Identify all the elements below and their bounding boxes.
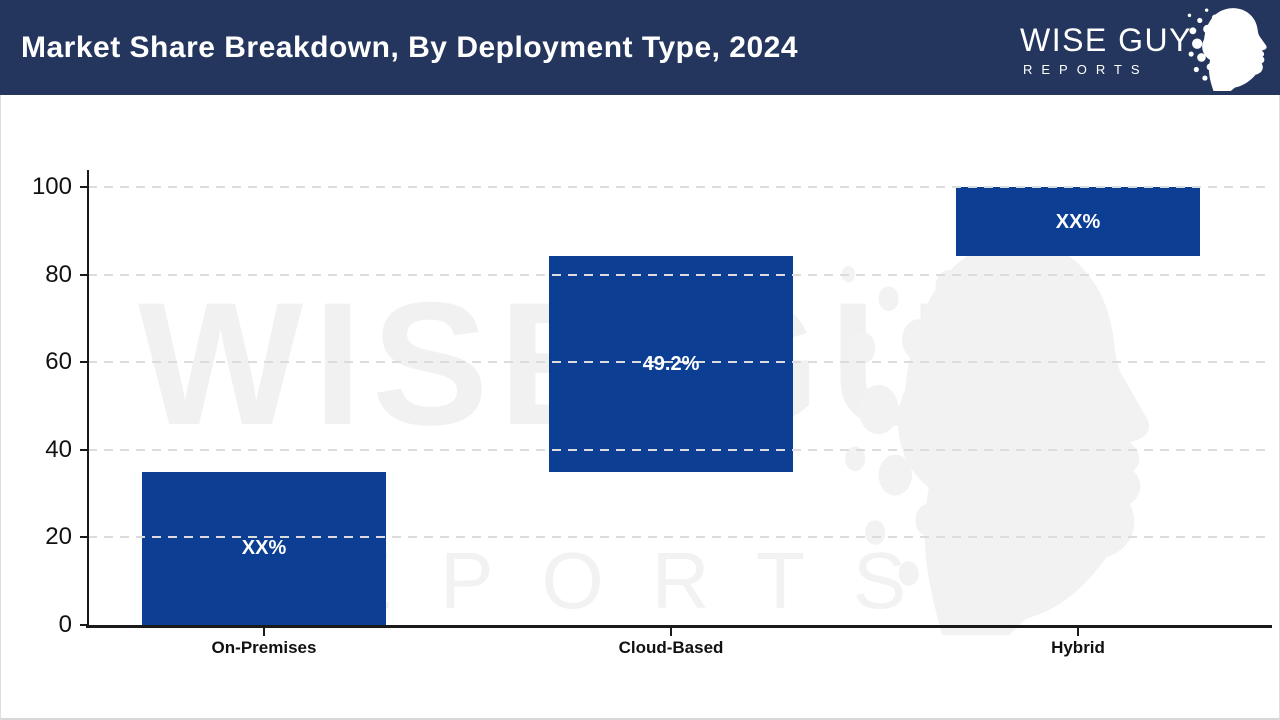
y-axis-line bbox=[87, 170, 89, 628]
x-axis-tick bbox=[1077, 628, 1079, 636]
y-tick-label: 80 bbox=[45, 260, 72, 288]
bar-cloud-based bbox=[549, 256, 793, 472]
bar-value-label: XX% bbox=[241, 537, 287, 560]
brand-logo: WISE GUY REPORTS bbox=[1020, 5, 1272, 91]
bottom-border-line bbox=[0, 718, 1280, 720]
x-category-label: Hybrid bbox=[1051, 638, 1105, 657]
gridline bbox=[88, 186, 1272, 188]
bar-value-label: XX% bbox=[1055, 210, 1101, 233]
watermark-face-icon bbox=[841, 239, 1150, 635]
x-axis-tick bbox=[670, 628, 672, 636]
x-category-label: Cloud-Based bbox=[618, 638, 724, 657]
y-axis-tick bbox=[80, 186, 88, 188]
x-axis-line bbox=[86, 625, 1272, 628]
bar-on-premises bbox=[142, 471, 386, 625]
gridline bbox=[88, 448, 1272, 451]
gridline bbox=[88, 361, 1272, 364]
gridline bbox=[88, 273, 1272, 276]
y-tick-label: 60 bbox=[45, 348, 72, 376]
y-tick-label: 100 bbox=[31, 173, 72, 200]
y-axis-tick bbox=[80, 624, 88, 626]
y-axis-tick bbox=[80, 361, 88, 364]
y-axis-tick bbox=[80, 536, 88, 539]
x-axis-tick bbox=[263, 628, 265, 636]
y-tick-label: 0 bbox=[58, 611, 72, 638]
header-bar: Market Share Breakdown, By Deployment Ty… bbox=[0, 0, 1280, 95]
logo-sub-text: REPORTS bbox=[1022, 61, 1149, 77]
left-border-line bbox=[0, 95, 1, 720]
bar-value-label: 49.2% bbox=[642, 352, 700, 375]
logo-text-block: WISE GUY REPORTS bbox=[1020, 22, 1192, 77]
y-tick-label: 40 bbox=[45, 435, 72, 463]
bar-hybrid bbox=[956, 187, 1200, 257]
plot: 0 20 40 60 80 100 XX% On-Premises 49.2% Cloud-Bas… bbox=[0, 95, 1280, 720]
chart-area: WISE GUY REPORTS 0 20 40 60 80 100 XX% On-Premi… bbox=[0, 95, 1280, 720]
y-axis-tick bbox=[80, 273, 88, 276]
logo-face-icon bbox=[1187, 8, 1267, 91]
y-tick-label: 20 bbox=[45, 523, 72, 551]
gridline bbox=[88, 536, 1272, 539]
page-title: Market Share Breakdown, By Deployment Ty… bbox=[21, 31, 799, 64]
y-axis-tick bbox=[80, 448, 88, 451]
logo-brand-text: WISE GUY bbox=[1019, 21, 1192, 58]
x-category-label: On-Premises bbox=[211, 638, 317, 657]
